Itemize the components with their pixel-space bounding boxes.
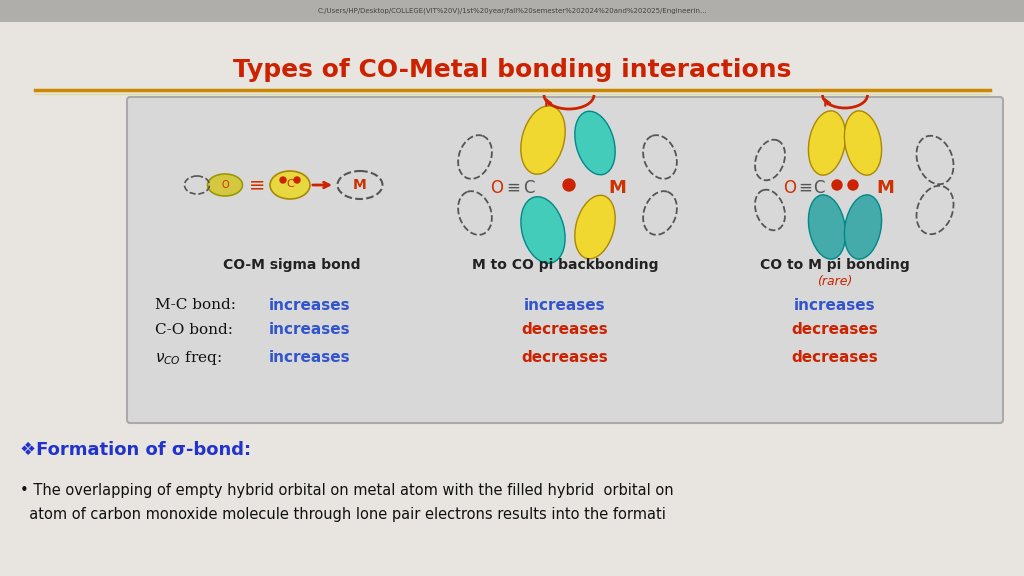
Text: C: C	[813, 179, 824, 197]
Text: increases: increases	[524, 297, 606, 313]
Ellipse shape	[521, 197, 565, 263]
Text: (rare): (rare)	[817, 275, 853, 289]
Ellipse shape	[574, 195, 615, 259]
FancyBboxPatch shape	[127, 97, 1002, 423]
Text: C:/Users/HP/Desktop/COLLEGE(VIT%20V)/1st%20year/fall%20semester%202024%20and%202: C:/Users/HP/Desktop/COLLEGE(VIT%20V)/1st…	[317, 7, 707, 14]
Bar	[0, 0, 1024, 22]
Circle shape	[563, 179, 575, 191]
Text: increases: increases	[269, 297, 351, 313]
Text: decreases: decreases	[792, 351, 879, 366]
Text: increases: increases	[269, 351, 351, 366]
Text: CO to M pi bonding: CO to M pi bonding	[760, 258, 910, 272]
Text: M: M	[353, 178, 367, 192]
Text: ≡: ≡	[249, 176, 265, 195]
Ellipse shape	[808, 111, 846, 175]
Text: M to CO pi backbonding: M to CO pi backbonding	[472, 258, 658, 272]
Ellipse shape	[845, 195, 882, 259]
Text: M: M	[608, 179, 626, 197]
Ellipse shape	[208, 174, 243, 196]
Circle shape	[280, 177, 286, 183]
Ellipse shape	[270, 171, 310, 199]
Text: C: C	[523, 179, 535, 197]
Ellipse shape	[574, 111, 615, 175]
Circle shape	[294, 177, 300, 183]
Text: O: O	[783, 179, 797, 197]
Text: decreases: decreases	[521, 351, 608, 366]
Text: Types of CO-Metal bonding interactions: Types of CO-Metal bonding interactions	[232, 58, 792, 82]
Text: CO-M sigma bond: CO-M sigma bond	[223, 258, 360, 272]
Text: atom of carbon monoxide molecule through lone pair electrons results into the fo: atom of carbon monoxide molecule through…	[20, 507, 666, 522]
Ellipse shape	[808, 195, 846, 259]
Text: decreases: decreases	[792, 323, 879, 338]
Circle shape	[848, 180, 858, 190]
Circle shape	[831, 180, 842, 190]
Text: ≡: ≡	[798, 179, 812, 197]
Text: $\nu_{CO}$ freq:: $\nu_{CO}$ freq:	[155, 349, 222, 367]
Text: increases: increases	[795, 297, 876, 313]
Text: C-O bond:: C-O bond:	[155, 323, 233, 337]
Text: O: O	[221, 180, 228, 190]
Text: increases: increases	[269, 323, 351, 338]
Text: M: M	[877, 179, 894, 197]
Text: O: O	[490, 179, 504, 197]
Text: ❖Formation of σ-bond:: ❖Formation of σ-bond:	[20, 441, 251, 459]
Text: decreases: decreases	[521, 323, 608, 338]
Text: C: C	[286, 179, 294, 189]
Ellipse shape	[521, 106, 565, 175]
Ellipse shape	[845, 111, 882, 175]
Text: ≡: ≡	[506, 179, 520, 197]
Text: • The overlapping of empty hybrid orbital on metal atom with the filled hybrid  : • The overlapping of empty hybrid orbita…	[20, 483, 674, 498]
Text: M-C bond:: M-C bond:	[155, 298, 236, 312]
